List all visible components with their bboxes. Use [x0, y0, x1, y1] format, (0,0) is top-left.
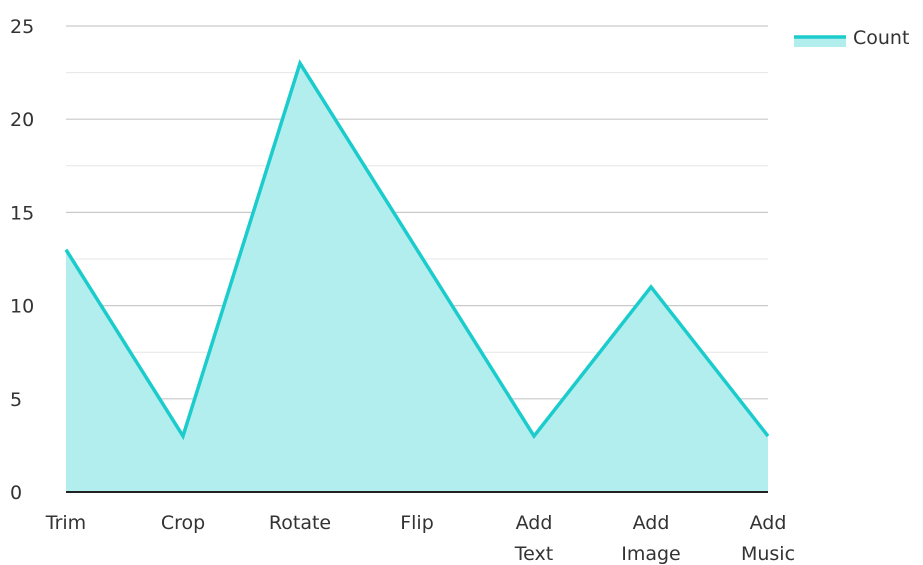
y-tick-label: 25	[10, 16, 34, 38]
x-tick-label: Trim	[45, 512, 86, 534]
y-tick-label: 5	[10, 389, 22, 411]
x-tick-label: Add Music	[741, 512, 795, 565]
x-tick-label: Add Text	[514, 512, 553, 565]
x-tick-label: Crop	[161, 512, 205, 534]
y-tick-label: 0	[10, 482, 22, 504]
x-tick-label: Add Image	[621, 512, 681, 565]
y-tick-label: 15	[10, 202, 34, 224]
x-tick-label: Flip	[400, 512, 434, 534]
y-tick-label: 20	[10, 109, 34, 131]
legend-label-count: Count	[853, 27, 909, 49]
series-area-count	[66, 63, 768, 492]
x-axis-tick-labels: Trim Crop Rotate Flip Add Text Add Image Add Musi…	[45, 512, 795, 565]
y-tick-label: 10	[10, 296, 34, 318]
x-tick-label: Rotate	[269, 512, 331, 534]
legend-swatch-count	[794, 36, 846, 47]
legend: Count	[794, 27, 909, 49]
series-line-count	[64, 59, 770, 441]
y-axis-tick-labels: 0 5 10 15 20 25	[10, 16, 34, 504]
